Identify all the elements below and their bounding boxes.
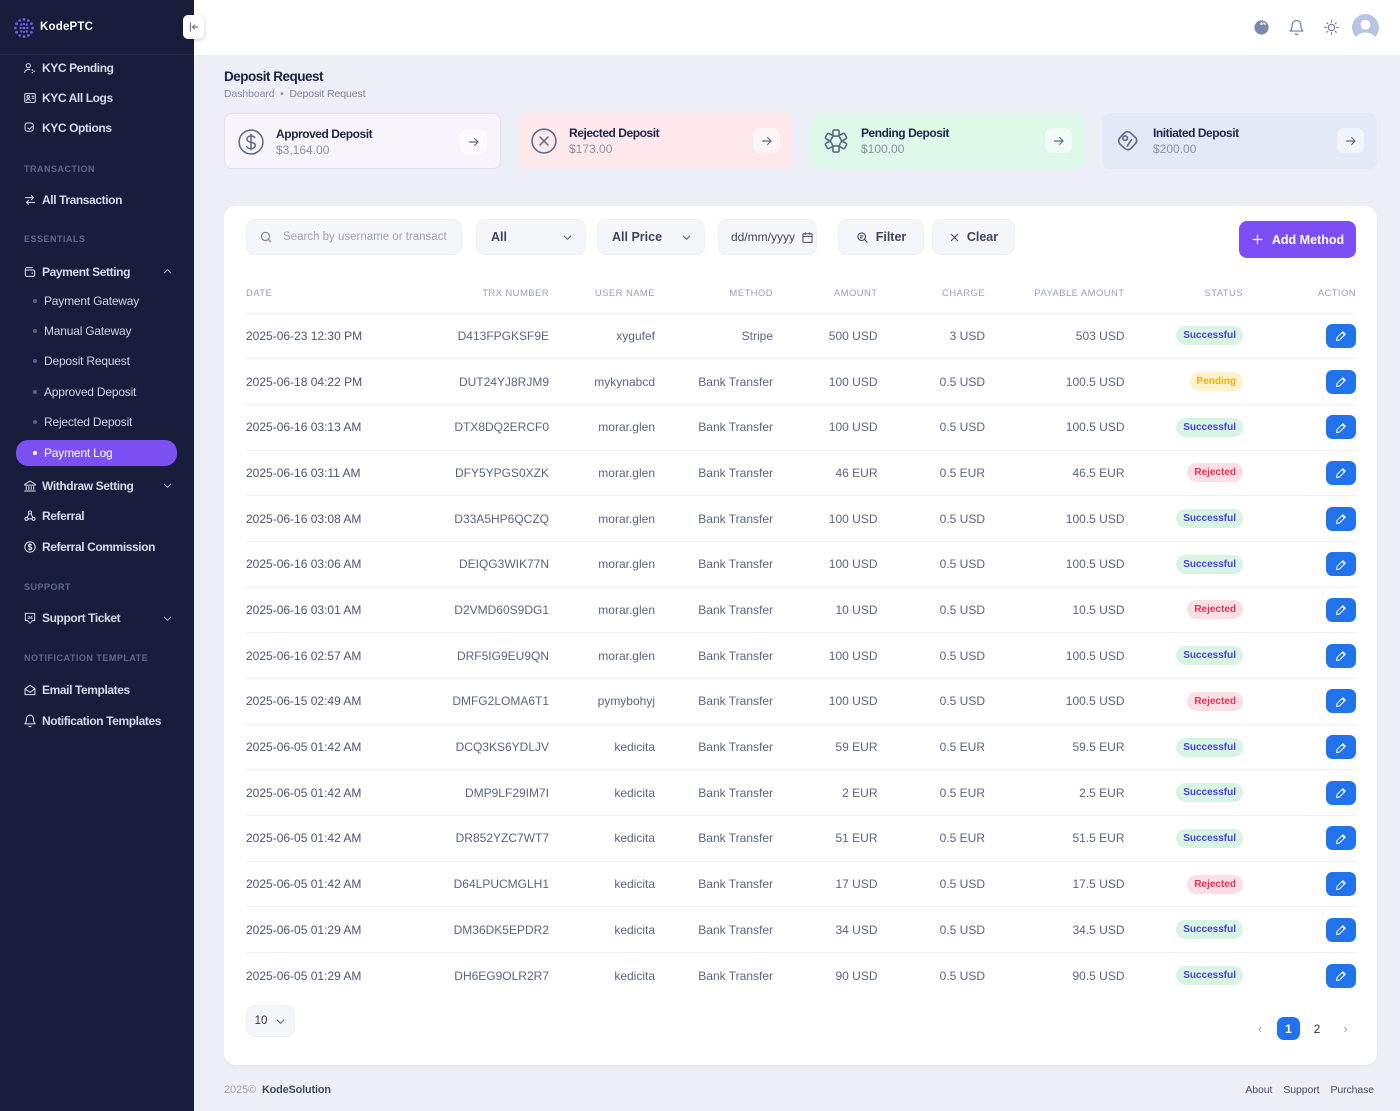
svg-text:24: 24 [28, 615, 33, 620]
